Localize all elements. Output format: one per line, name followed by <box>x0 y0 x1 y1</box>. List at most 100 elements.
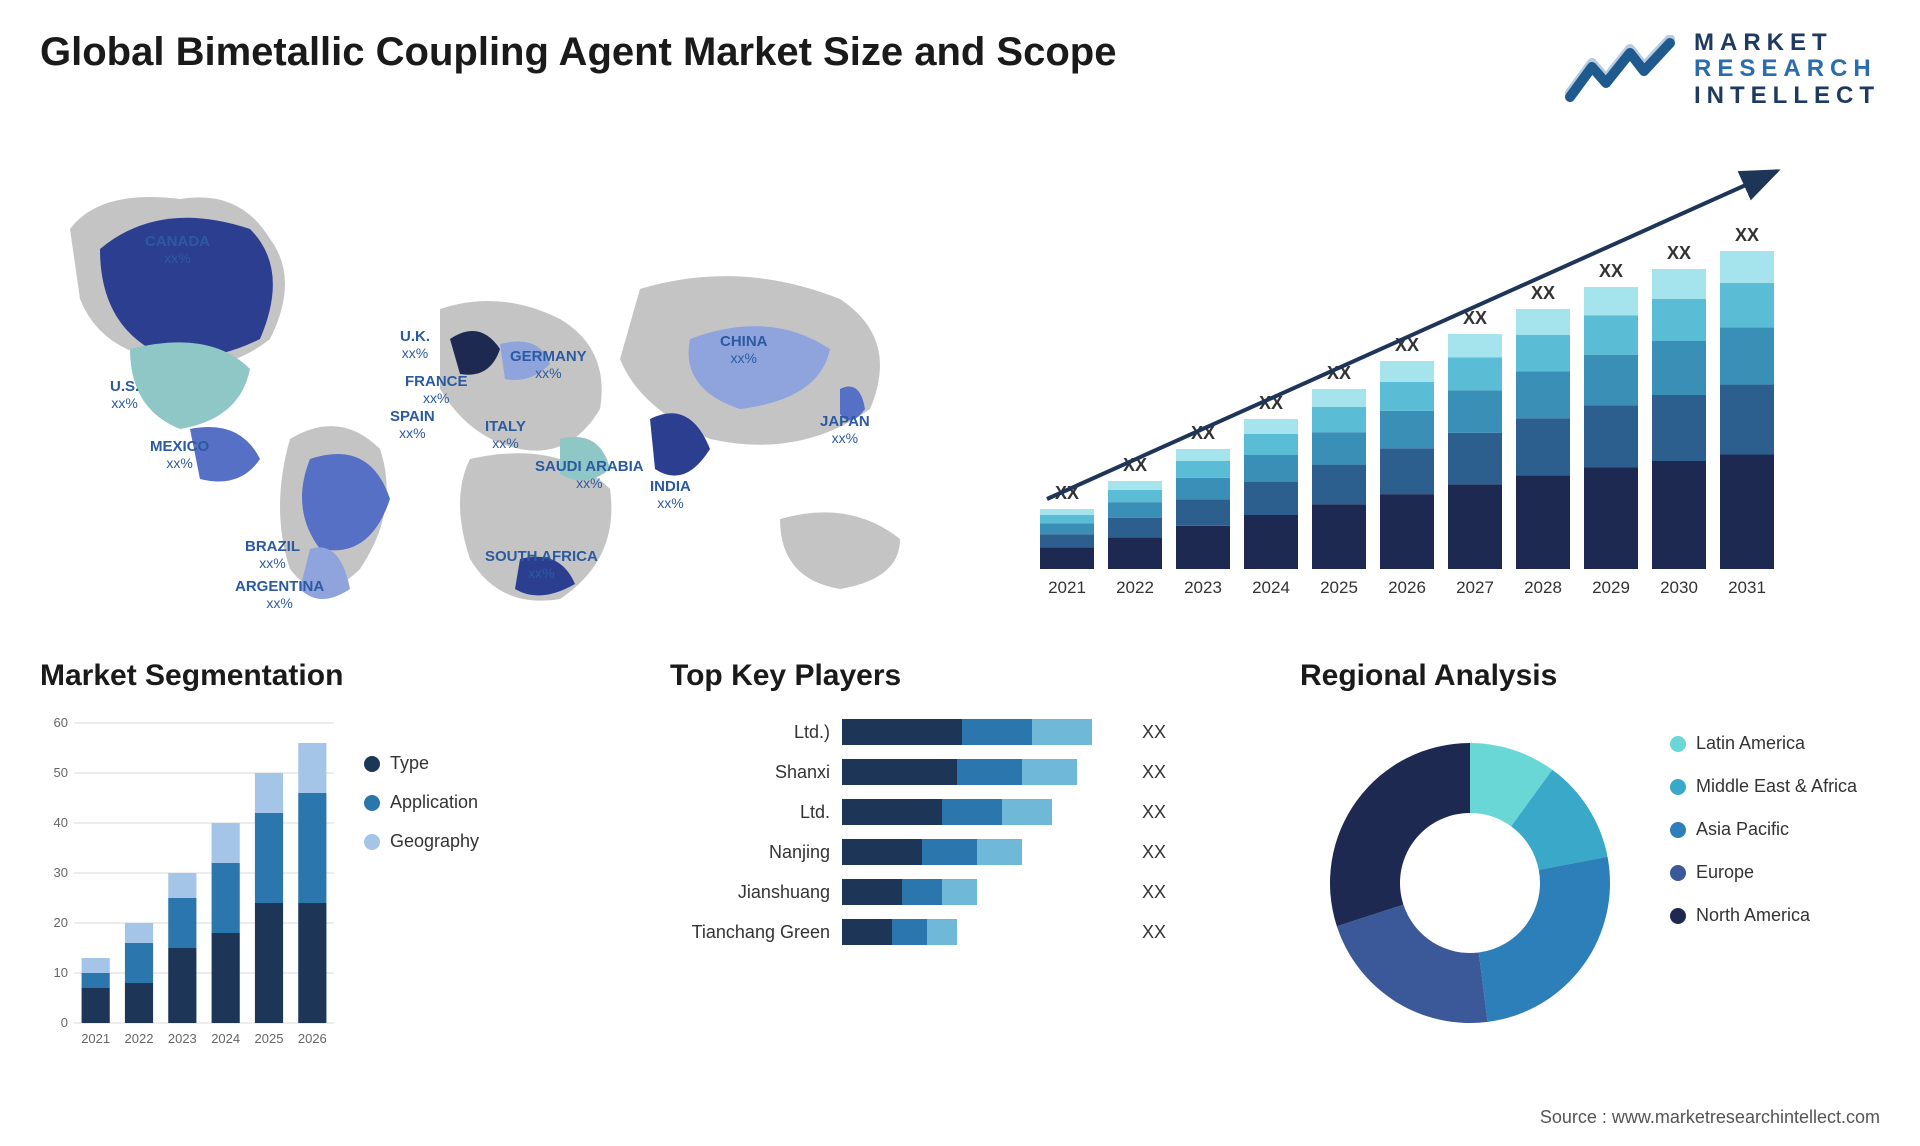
legend-dot-icon <box>1670 865 1686 881</box>
logo: MARKET RESEARCH INTELLECT <box>1562 30 1880 109</box>
map-label: FRANCExx% <box>405 374 468 406</box>
segmentation-bar-segment <box>125 983 153 1023</box>
key-player-row: Tianchang Green XX <box>670 919 1250 945</box>
growth-bar-segment <box>1584 468 1638 570</box>
key-players-panel: Top Key Players Ltd.)XXShanxiXXLtd.XXNan… <box>670 659 1250 1099</box>
key-player-bar-segment <box>842 719 962 745</box>
growth-bar-segment <box>1108 481 1162 490</box>
growth-bar-segment <box>1448 358 1502 391</box>
segmentation-bar-segment <box>82 973 110 988</box>
svg-text:2021: 2021 <box>81 1031 110 1046</box>
growth-bar-segment <box>1380 382 1434 411</box>
growth-bar-segment <box>1448 485 1502 570</box>
map-label: SAUDI ARABIAxx% <box>535 459 644 491</box>
growth-bar-segment <box>1040 515 1094 523</box>
growth-bar-segment <box>1720 385 1774 455</box>
key-player-bar-segment <box>842 839 922 865</box>
growth-bar-segment <box>1720 455 1774 569</box>
svg-text:50: 50 <box>54 765 68 780</box>
bottom-row: Market Segmentation 01020304050602021202… <box>40 659 1880 1099</box>
key-player-bar-segment <box>942 879 977 905</box>
segmentation-bar-segment <box>298 743 326 793</box>
growth-bar-segment <box>1176 449 1230 461</box>
logo-text: MARKET RESEARCH INTELLECT <box>1694 30 1880 109</box>
key-player-row: NanjingXX <box>670 839 1250 865</box>
growth-bar-segment <box>1584 287 1638 315</box>
segmentation-legend-item: Type <box>364 753 479 774</box>
key-player-row: ShanxiXX <box>670 759 1250 785</box>
regional-panel: Regional Analysis Latin AmericaMiddle Ea… <box>1300 659 1880 1099</box>
world-map-panel: CANADAxx%U.S.xx%MEXICOxx%BRAZILxx%ARGENT… <box>40 139 940 619</box>
legend-dot-icon <box>364 795 380 811</box>
key-player-bar-segment <box>977 839 1022 865</box>
legend-dot-icon <box>1670 736 1686 752</box>
growth-bar-segment <box>1108 502 1162 518</box>
legend-label: Application <box>390 792 478 813</box>
growth-bar-segment <box>1312 504 1366 569</box>
svg-text:40: 40 <box>54 815 68 830</box>
growth-year-label: 2031 <box>1728 578 1766 597</box>
legend-dot-icon <box>364 834 380 850</box>
segmentation-bar-segment <box>255 813 283 903</box>
map-label: U.S.xx% <box>110 379 139 411</box>
growth-bar-segment <box>1244 482 1298 515</box>
key-player-bar-segment <box>962 719 1032 745</box>
key-player-name: Ltd. <box>670 802 830 823</box>
regional-legend: Latin AmericaMiddle East & AfricaAsia Pa… <box>1670 713 1857 926</box>
logo-text-l1: MARKET <box>1694 30 1880 56</box>
growth-bar-segment <box>1312 432 1366 464</box>
growth-bar-segment <box>1720 283 1774 328</box>
segmentation-legend-item: Application <box>364 792 479 813</box>
growth-bar-segment <box>1516 476 1570 570</box>
logo-text-l2: RESEARCH <box>1694 56 1880 82</box>
key-player-bar-segment <box>1002 799 1052 825</box>
growth-bar-segment <box>1584 315 1638 354</box>
key-player-bar <box>842 919 1122 945</box>
growth-year-label: 2021 <box>1048 578 1086 597</box>
svg-text:2024: 2024 <box>211 1031 240 1046</box>
growth-year-label: 2028 <box>1524 578 1562 597</box>
growth-bar-segment <box>1312 389 1366 407</box>
key-player-name: Tianchang Green <box>670 922 830 943</box>
growth-bar-segment <box>1516 309 1570 335</box>
segmentation-legend-item: Geography <box>364 831 479 852</box>
legend-dot-icon <box>1670 908 1686 924</box>
page-title: Global Bimetallic Coupling Agent Market … <box>40 30 1116 75</box>
map-label: INDIAxx% <box>650 479 691 511</box>
segmentation-bar-segment <box>298 903 326 1023</box>
growth-year-label: 2024 <box>1252 578 1290 597</box>
growth-bar-segment <box>1176 500 1230 526</box>
map-label: ITALYxx% <box>485 419 526 451</box>
growth-bar-segment <box>1244 419 1298 434</box>
svg-text:10: 10 <box>54 965 68 980</box>
donut-slice <box>1330 743 1470 926</box>
segmentation-bar-segment <box>298 793 326 903</box>
growth-year-label: 2030 <box>1660 578 1698 597</box>
growth-bar-segment <box>1516 418 1570 475</box>
key-player-bar <box>842 799 1122 825</box>
map-label: U.K.xx% <box>400 329 430 361</box>
legend-label: Type <box>390 753 429 774</box>
map-label: CHINAxx% <box>720 334 768 366</box>
key-player-bar-segment <box>842 919 892 945</box>
growth-year-label: 2026 <box>1388 578 1426 597</box>
key-player-bar-segment <box>842 879 902 905</box>
key-player-value: XX <box>1134 722 1166 743</box>
growth-chart-svg: XX2021XX2022XX2023XX2024XX2025XX2026XX20… <box>980 139 1880 619</box>
growth-chart-panel: XX2021XX2022XX2023XX2024XX2025XX2026XX20… <box>980 139 1880 619</box>
growth-bar-value-label: XX <box>1667 243 1691 263</box>
growth-bar-segment <box>1380 361 1434 382</box>
key-player-bar <box>842 839 1122 865</box>
world-map-svg <box>40 139 940 619</box>
key-player-value: XX <box>1134 922 1166 943</box>
regional-legend-item: North America <box>1670 905 1857 926</box>
growth-bar-value-label: XX <box>1735 225 1759 245</box>
segmentation-bar-segment <box>212 823 240 863</box>
key-player-bar-segment <box>942 799 1002 825</box>
svg-text:2023: 2023 <box>168 1031 197 1046</box>
key-player-bar-segment <box>842 759 957 785</box>
segmentation-bar-segment <box>82 958 110 973</box>
growth-bar-segment <box>1448 334 1502 358</box>
key-player-bar <box>842 879 1122 905</box>
key-player-bar-segment <box>902 879 942 905</box>
